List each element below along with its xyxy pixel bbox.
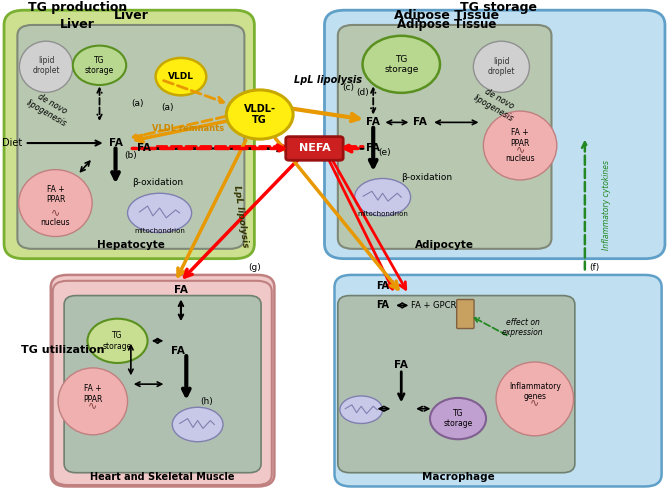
Text: TG production: TG production — [28, 1, 127, 14]
Text: TG
storage: TG storage — [384, 55, 418, 74]
Text: FA: FA — [376, 300, 389, 310]
Circle shape — [156, 58, 206, 95]
Ellipse shape — [496, 362, 573, 436]
Text: Macrophage: Macrophage — [421, 472, 494, 482]
Ellipse shape — [19, 41, 73, 92]
Text: nucleus: nucleus — [41, 218, 70, 227]
Text: de novo
lipogenesis: de novo lipogenesis — [25, 89, 74, 128]
Text: lipid
droplet: lipid droplet — [32, 56, 60, 75]
Text: de novo
lipogenesis: de novo lipogenesis — [472, 84, 520, 124]
Text: (f): (f) — [590, 262, 600, 271]
Circle shape — [73, 46, 126, 85]
Text: Inflammatory
genes: Inflammatory genes — [509, 382, 561, 401]
FancyBboxPatch shape — [286, 136, 343, 160]
Ellipse shape — [484, 111, 557, 180]
Text: FA: FA — [137, 143, 151, 153]
Text: VLDL: VLDL — [168, 72, 194, 81]
Text: (e): (e) — [378, 148, 391, 157]
Ellipse shape — [173, 407, 223, 442]
Ellipse shape — [58, 368, 128, 435]
Text: FA: FA — [108, 138, 122, 148]
Text: FA +
PPAR: FA + PPAR — [83, 384, 102, 404]
Text: LpL lipolysis: LpL lipolysis — [294, 75, 362, 85]
Text: (g): (g) — [248, 262, 261, 271]
Text: ∿: ∿ — [51, 207, 60, 217]
Text: FA: FA — [174, 285, 188, 295]
Text: TG utilization: TG utilization — [21, 345, 104, 355]
Text: TG
storage: TG storage — [85, 56, 114, 75]
Text: β-oxidation: β-oxidation — [132, 178, 183, 187]
Text: NEFA: NEFA — [298, 143, 330, 153]
FancyBboxPatch shape — [338, 25, 551, 249]
Text: FA: FA — [367, 143, 380, 153]
FancyBboxPatch shape — [334, 275, 662, 487]
Text: Heart and Skeletal Muscle: Heart and Skeletal Muscle — [90, 472, 235, 482]
FancyBboxPatch shape — [17, 25, 244, 249]
Text: ∿: ∿ — [88, 400, 98, 410]
Text: effect on
expression: effect on expression — [502, 318, 544, 337]
Text: VLDL-
TG: VLDL- TG — [244, 104, 276, 125]
Text: β-oxidation: β-oxidation — [401, 173, 452, 182]
Text: (a): (a) — [131, 99, 144, 108]
Text: FA: FA — [376, 281, 389, 291]
FancyBboxPatch shape — [338, 296, 575, 473]
Text: (b): (b) — [124, 151, 137, 160]
Text: VLDL remnants: VLDL remnants — [152, 124, 223, 133]
Ellipse shape — [474, 41, 529, 92]
Text: Liver: Liver — [60, 18, 95, 31]
Text: (a): (a) — [161, 103, 174, 112]
Text: Adipose Tissue: Adipose Tissue — [394, 8, 499, 21]
Text: Inflammatory cytokines: Inflammatory cytokines — [602, 159, 611, 249]
Text: FA: FA — [171, 346, 185, 356]
Text: ∿: ∿ — [530, 397, 539, 407]
Circle shape — [363, 36, 440, 93]
Text: Liver: Liver — [114, 8, 149, 21]
FancyBboxPatch shape — [51, 275, 274, 487]
Ellipse shape — [355, 178, 411, 216]
Text: ∿: ∿ — [515, 144, 524, 154]
Text: FA: FA — [367, 118, 380, 127]
Text: (h): (h) — [200, 397, 213, 406]
Text: mitochondrion: mitochondrion — [134, 228, 185, 234]
Text: FA: FA — [413, 118, 427, 127]
Circle shape — [430, 398, 486, 439]
Text: TG
storage: TG storage — [103, 331, 132, 351]
Text: (d): (d) — [356, 88, 369, 97]
Text: FA +
PPAR: FA + PPAR — [510, 128, 530, 148]
Text: lipid
droplet: lipid droplet — [488, 57, 515, 77]
FancyBboxPatch shape — [457, 299, 474, 329]
Ellipse shape — [340, 396, 383, 423]
Ellipse shape — [128, 193, 191, 233]
Text: Adipocyte: Adipocyte — [415, 241, 474, 250]
Text: Adipose Tissue: Adipose Tissue — [397, 18, 496, 31]
FancyBboxPatch shape — [324, 10, 665, 258]
Text: LpL lipolysis: LpL lipolysis — [232, 185, 250, 249]
Text: TG
storage: TG storage — [444, 409, 472, 428]
FancyBboxPatch shape — [64, 296, 261, 473]
Text: FA: FA — [394, 361, 408, 371]
Text: nucleus: nucleus — [505, 154, 535, 163]
Circle shape — [88, 319, 148, 363]
Text: Diet: Diet — [2, 138, 22, 148]
Text: FA +
PPAR: FA + PPAR — [45, 185, 65, 204]
Text: (c): (c) — [342, 84, 354, 93]
Circle shape — [226, 90, 293, 139]
Text: FA + GPCR: FA + GPCR — [411, 301, 456, 310]
Ellipse shape — [19, 170, 92, 237]
Text: mitochondrion: mitochondrion — [357, 211, 408, 218]
Text: Hepatocyte: Hepatocyte — [97, 241, 165, 250]
FancyBboxPatch shape — [4, 10, 254, 258]
FancyBboxPatch shape — [53, 281, 272, 485]
Text: TG storage: TG storage — [460, 1, 537, 14]
